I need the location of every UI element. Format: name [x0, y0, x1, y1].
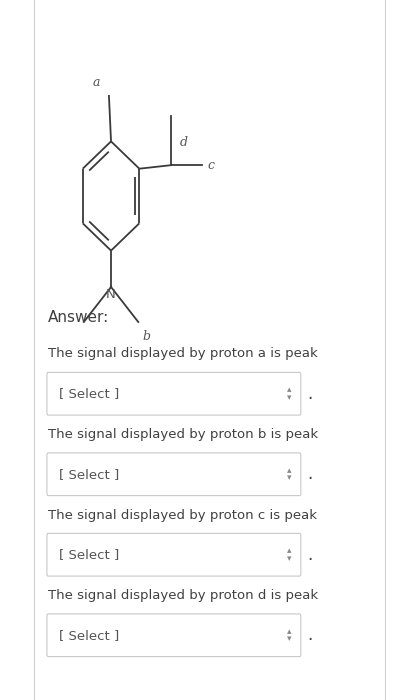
- Text: a: a: [93, 76, 100, 89]
- Text: .: .: [307, 546, 313, 564]
- Text: c: c: [207, 159, 214, 172]
- Text: .: .: [307, 385, 313, 402]
- Text: ▴
▾: ▴ ▾: [287, 386, 291, 402]
- Text: N: N: [106, 288, 116, 302]
- Text: The signal displayed by proton d is peak: The signal displayed by proton d is peak: [48, 589, 318, 602]
- Text: ▴
▾: ▴ ▾: [287, 466, 291, 482]
- Text: [ Select ]: [ Select ]: [59, 548, 119, 561]
- FancyBboxPatch shape: [47, 453, 301, 496]
- Text: ▴
▾: ▴ ▾: [287, 627, 291, 643]
- Text: Answer:: Answer:: [48, 311, 109, 326]
- Text: The signal displayed by proton b is peak: The signal displayed by proton b is peak: [48, 428, 318, 441]
- Text: [ Select ]: [ Select ]: [59, 629, 119, 642]
- Text: ▴
▾: ▴ ▾: [287, 547, 291, 563]
- FancyBboxPatch shape: [47, 533, 301, 576]
- Text: [ Select ]: [ Select ]: [59, 387, 119, 400]
- Text: .: .: [307, 626, 313, 644]
- Text: d: d: [180, 136, 188, 148]
- FancyBboxPatch shape: [47, 614, 301, 657]
- Text: The signal displayed by proton a is peak: The signal displayed by proton a is peak: [48, 347, 318, 360]
- FancyBboxPatch shape: [47, 372, 301, 415]
- Text: .: .: [307, 466, 313, 483]
- Text: b: b: [142, 330, 150, 344]
- Text: [ Select ]: [ Select ]: [59, 468, 119, 481]
- Text: The signal displayed by proton c is peak: The signal displayed by proton c is peak: [48, 508, 317, 522]
